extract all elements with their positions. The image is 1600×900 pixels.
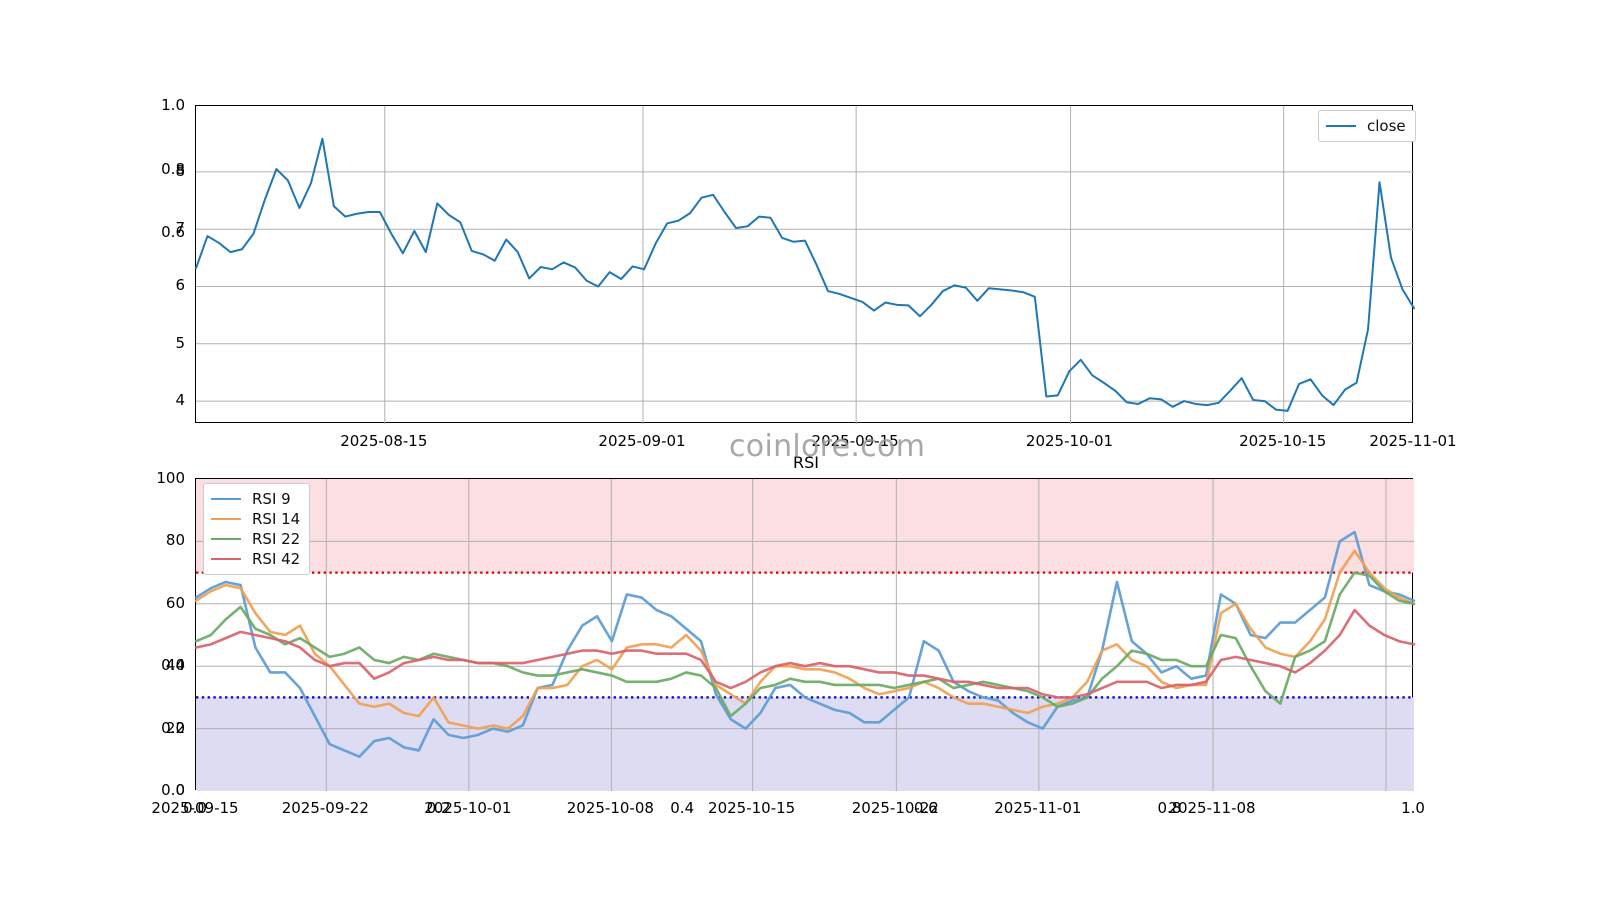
- rsi-overlay-y-tick-0-0: 0.0: [161, 781, 185, 799]
- rsi-y-tick-80: 80: [165, 531, 185, 550]
- legend-line-swatch-icon: [1326, 125, 1356, 127]
- price-x-tick-2025-09-15: 2025-09-15: [811, 432, 899, 450]
- rsi-y-tick-100: 100: [156, 469, 185, 487]
- legend-line-swatch-icon: [211, 518, 241, 520]
- legend-line-swatch-icon: [211, 558, 241, 560]
- rsi-x-tick-2025-10-22: 2025-10-22: [851, 799, 939, 817]
- price-y-tick-4: 4: [175, 391, 185, 410]
- price-x-tick-2025-08-15: 2025-08-15: [340, 432, 428, 450]
- rsi-overlay-y-tick-0-2: 0.2: [161, 718, 185, 737]
- rsi-legend-label: RSI 22: [252, 530, 301, 548]
- rsi-legend-label: RSI 9: [252, 490, 291, 508]
- rsi-overlay-x-tick-0-2: 0.2: [426, 799, 451, 817]
- rsi-overlay-y-tick-0-4: 0.4: [161, 656, 185, 675]
- rsi-x-tick-2025-11-08: 2025-11-08: [1168, 799, 1256, 817]
- price-y-tick-5: 5: [175, 333, 185, 352]
- price-line-close: [195, 137, 1415, 412]
- rsi-legend-label: RSI 14: [252, 510, 301, 528]
- price-legend-label: close: [1367, 117, 1406, 135]
- rsi-line-rsi-14: [194, 549, 1416, 730]
- rsi-overlay-x-tick-0-0: 0.0: [183, 799, 207, 817]
- rsi-panel-title: RSI: [793, 453, 819, 472]
- price-x-tick-2025-10-01: 2025-10-01: [1025, 432, 1114, 450]
- price-chart-legend: close: [1318, 110, 1416, 142]
- rsi-y-tick-40: 40: [165, 656, 185, 675]
- rsi-chart-legend: RSI 9 RSI 14 RSI 22 RSI 42: [203, 483, 311, 575]
- rsi-x-tick-2025-09-15: 2025-09-15: [151, 799, 239, 817]
- rsi-chart-panel: [194, 478, 1416, 791]
- price-y-tick-6: 6: [175, 276, 185, 295]
- price-x-tick-2025-11-01: 2025-11-01: [1369, 432, 1457, 450]
- rsi-plot-svg: [194, 479, 1416, 791]
- price-overlay-y-tick-0-8: 0.8: [161, 159, 185, 178]
- rsi-x-tick-2025-11-01: 2025-11-01: [994, 799, 1082, 817]
- price-x-tick-2025-09-01: 2025-09-01: [598, 432, 686, 450]
- price-y-tick-7: 7: [175, 219, 185, 238]
- rsi-x-tick-2025-09-22: 2025-09-22: [281, 799, 369, 817]
- price-chart-panel: [195, 105, 1415, 424]
- overbought-band: [196, 479, 1414, 573]
- rsi-line-rsi-42: [194, 608, 1416, 699]
- rsi-x-tick-2025-10-01: 2025-10-01: [424, 799, 512, 817]
- price-overlay-y-tick-0-6: 0.6: [161, 223, 185, 242]
- rsi-overlay-x-tick-0-4: 0.4: [670, 799, 695, 817]
- rsi-overlay-x-tick-1-0: 1.0: [1401, 799, 1425, 817]
- rsi-legend-item[interactable]: RSI 9: [211, 489, 300, 509]
- legend-line-swatch-icon: [211, 538, 241, 540]
- rsi-legend-label: RSI 42: [252, 550, 301, 568]
- price-overlay-y-tick-1-0: 1.0: [161, 96, 185, 114]
- price-x-tick-2025-10-15: 2025-10-15: [1239, 432, 1327, 450]
- rsi-legend-item[interactable]: RSI 42: [211, 549, 300, 569]
- rsi-y-tick-60: 60: [165, 593, 185, 612]
- rsi-x-tick-2025-10-08: 2025-10-08: [566, 799, 654, 817]
- rsi-legend-item[interactable]: RSI 14: [211, 509, 300, 529]
- rsi-line-rsi-9: [194, 530, 1416, 758]
- price-legend-item[interactable]: close: [1326, 116, 1406, 136]
- legend-line-swatch-icon: [211, 498, 241, 500]
- oversold-band: [196, 697, 1414, 791]
- rsi-line-rsi-22: [194, 571, 1416, 718]
- watermark: coinlore.com: [729, 429, 926, 464]
- price-y-tick-8: 8: [175, 161, 185, 180]
- rsi-x-tick-2025-10-15: 2025-10-15: [708, 799, 796, 817]
- rsi-legend-item[interactable]: RSI 22: [211, 529, 300, 549]
- rsi-y-tick-20: 20: [165, 718, 185, 737]
- rsi-y-tick-0: 0: [175, 781, 185, 799]
- rsi-overlay-x-tick-0-6: 0.6: [913, 799, 938, 817]
- rsi-overlay-x-tick-0-8: 0.8: [1157, 799, 1182, 817]
- price-plot-svg: [195, 106, 1415, 424]
